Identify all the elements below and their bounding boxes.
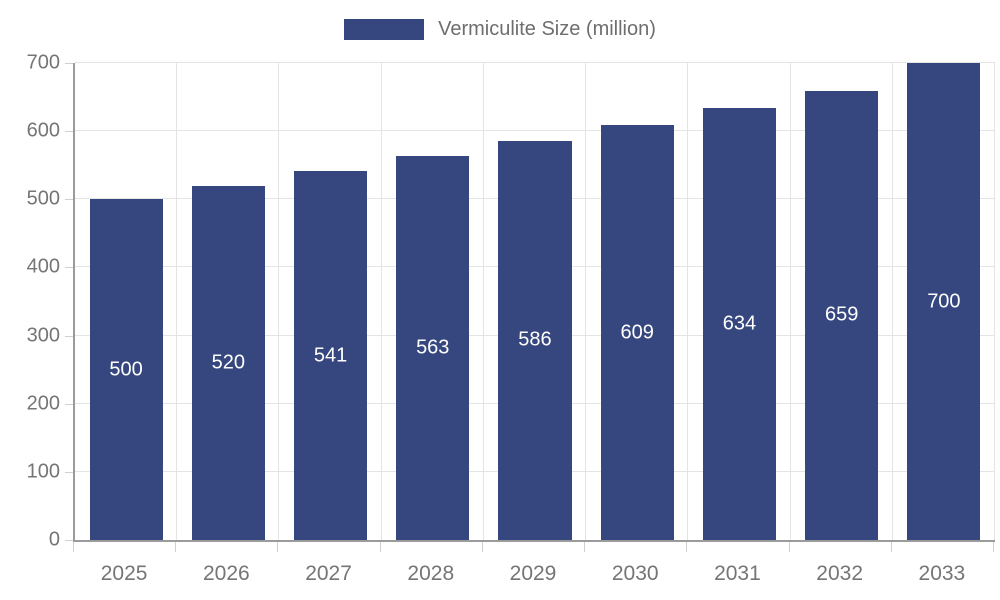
- bar[interactable]: 500: [89, 199, 163, 540]
- gridline-vertical: [278, 63, 280, 540]
- x-axis-tick: [379, 542, 381, 552]
- gridline-vertical: [380, 63, 382, 540]
- x-axis-tick: [686, 542, 688, 552]
- y-axis-tick-label: 300: [26, 324, 60, 347]
- x-axis-tick: [277, 542, 279, 552]
- bar-value-label: 563: [416, 336, 450, 359]
- y-axis-tick-label: 500: [26, 187, 60, 210]
- y-axis-tick: [65, 63, 73, 64]
- y-axis-tick: [65, 267, 73, 269]
- gridline-horizontal: [75, 62, 995, 63]
- bar[interactable]: 586: [498, 140, 572, 540]
- x-axis-tick-label: 2031: [714, 562, 761, 585]
- gridline-horizontal: [75, 130, 995, 132]
- bar[interactable]: 563: [396, 156, 470, 540]
- bar[interactable]: 659: [805, 90, 879, 540]
- bar-value-label: 586: [518, 328, 552, 351]
- y-axis-tick-label: 200: [26, 392, 60, 415]
- y-axis-tick-label: 700: [26, 51, 60, 74]
- y-axis-tick-label: 600: [26, 119, 60, 142]
- x-axis-tick: [993, 542, 994, 552]
- bar-value-label: 609: [620, 321, 654, 343]
- legend-label: Vermiculite Size (million): [438, 18, 656, 40]
- x-axis-tick-label: 2033: [918, 562, 966, 585]
- y-axis-tick: [65, 131, 73, 133]
- bar-value-label: 541: [313, 344, 348, 367]
- legend-swatch: [344, 19, 425, 40]
- bar-value-label: 520: [211, 351, 245, 374]
- bar-value-label: 700: [927, 290, 961, 312]
- x-axis-tick-label: 2030: [611, 562, 659, 585]
- y-axis-tick: [65, 403, 73, 405]
- gridline-vertical: [994, 63, 995, 540]
- y-axis-tick: [65, 199, 73, 201]
- gridline-vertical: [789, 63, 791, 540]
- x-axis-tick-label: 2028: [407, 562, 455, 585]
- x-axis-tick-label: 2029: [509, 562, 557, 585]
- x-axis-tick-label: 2025: [100, 562, 148, 585]
- y-axis-tick: [65, 335, 73, 337]
- x-axis-tick: [73, 542, 74, 552]
- bar[interactable]: 520: [191, 185, 265, 540]
- plot-area: 500 520 541 563 586 609 634 659 700: [73, 62, 995, 542]
- y-axis-tick: [65, 540, 73, 541]
- bar-value-label: 500: [109, 358, 143, 381]
- x-axis-tick: [788, 542, 790, 552]
- bar[interactable]: 634: [702, 107, 776, 540]
- gridline-vertical: [176, 63, 178, 540]
- y-axis-tick-label: 100: [26, 460, 60, 483]
- x-axis-tick: [890, 542, 892, 552]
- bar[interactable]: 541: [294, 171, 368, 540]
- x-axis-tick-label: 2032: [816, 562, 864, 585]
- bar-value-label: 659: [824, 303, 859, 326]
- x-axis-tick-label: 2026: [202, 562, 250, 585]
- y-axis-tick-label: 400: [26, 255, 60, 278]
- x-axis-tick: [175, 542, 177, 552]
- x-axis-tick-label: 2027: [305, 562, 352, 585]
- gridline-vertical: [687, 63, 689, 540]
- legend[interactable]: Vermiculite Size (million): [0, 18, 1000, 41]
- gridline-vertical: [482, 63, 484, 540]
- x-axis-tick: [481, 542, 483, 552]
- y-axis-tick-label: 0: [48, 528, 60, 551]
- bar[interactable]: 700: [907, 63, 981, 540]
- gridline-vertical: [585, 63, 587, 540]
- gridline-vertical: [891, 63, 893, 540]
- bar-value-label: 634: [722, 312, 757, 335]
- bar[interactable]: 609: [600, 125, 674, 540]
- x-axis-tick: [584, 542, 586, 552]
- y-axis-tick: [65, 471, 73, 473]
